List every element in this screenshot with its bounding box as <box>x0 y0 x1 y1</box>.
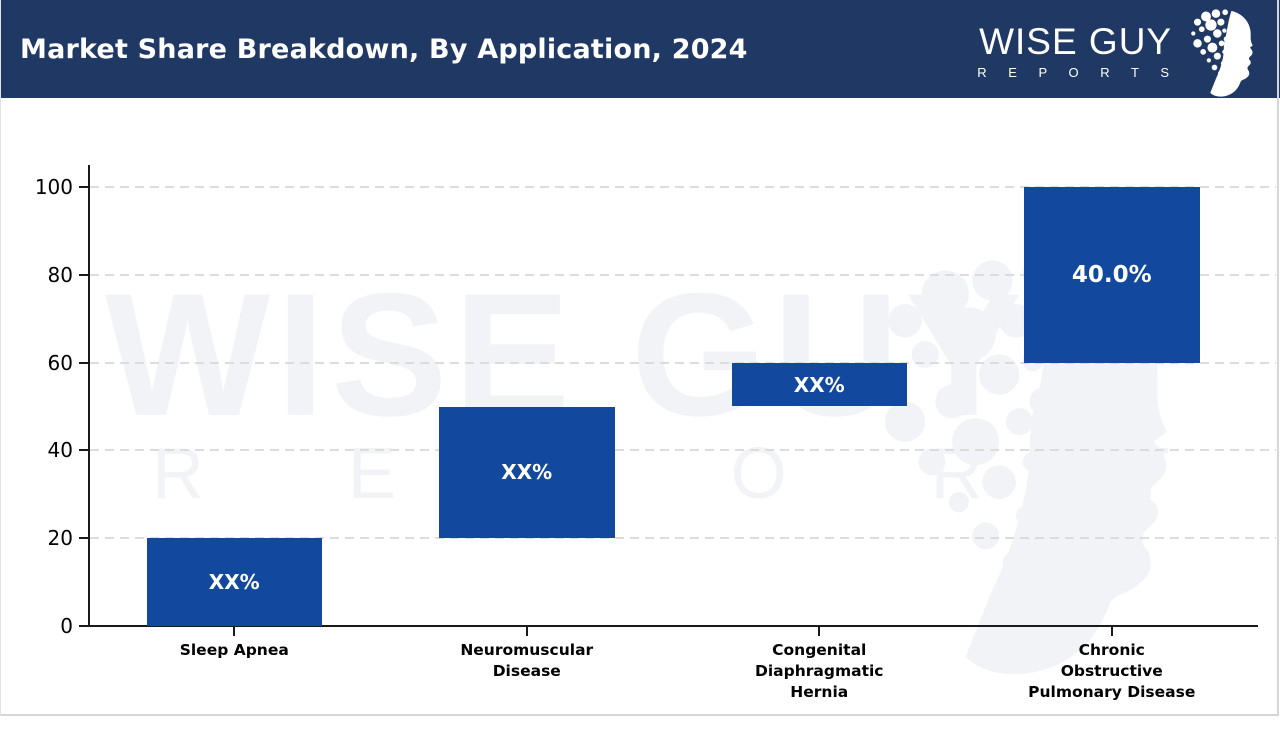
y-axis-tick <box>79 273 88 276</box>
bar-segment: XX% <box>731 362 907 407</box>
grid-line <box>90 273 1276 276</box>
y-axis-tick <box>79 186 88 188</box>
x-category-label: Neuromuscular Disease <box>460 641 594 680</box>
grid-line <box>90 537 1276 540</box>
brand-sub-wordmark: R E P O R T S <box>977 64 1178 80</box>
y-tick-label: 0 <box>60 614 73 638</box>
chart-title: Market Share Breakdown, By Application, … <box>20 33 748 65</box>
y-tick-label: 60 <box>47 350 73 375</box>
y-axis-tick <box>79 537 88 540</box>
y-axis-tick <box>79 361 88 364</box>
x-axis-spine <box>88 625 1258 627</box>
y-tick-label: 20 <box>47 526 73 551</box>
brand-logo-text: WISE GUY R E P O R T S <box>973 21 1178 80</box>
x-axis-tick <box>233 627 236 636</box>
x-axis-tick <box>818 627 821 636</box>
brand-face-icon <box>1191 9 1253 97</box>
y-axis-spine <box>88 165 90 627</box>
y-tick-label: 100 <box>34 175 73 199</box>
grid-line <box>90 361 1276 364</box>
x-axis-tick <box>1110 627 1113 636</box>
y-tick-label: 40 <box>47 438 73 463</box>
x-category-label: Congenital Diaphragmatic Hernia <box>755 641 884 701</box>
x-category-label: Chronic Obstructive Pulmonary Disease <box>1028 641 1196 701</box>
grid-line <box>90 449 1276 452</box>
grid-line <box>90 186 1276 188</box>
x-axis-tick <box>525 627 528 636</box>
x-category-label: Sleep Apnea <box>179 641 289 659</box>
brand-logo: WISE GUY R E P O R T S <box>977 6 1266 97</box>
bar-segment: XX% <box>439 406 615 539</box>
bar-value-label: XX% <box>208 570 260 595</box>
y-axis-tick <box>79 625 88 627</box>
bar-segment: XX% <box>146 538 322 626</box>
bar-segment: 40.0% <box>1024 187 1200 363</box>
y-axis-tick <box>79 449 88 452</box>
bar-value-label: 40.0% <box>1071 261 1152 288</box>
header-bar: Market Share Breakdown, By Application, … <box>0 0 1280 98</box>
bar-value-label: XX% <box>501 460 553 485</box>
y-tick-label: 80 <box>47 262 73 287</box>
brand-wordmark: WISE GUY <box>979 21 1173 62</box>
bar-value-label: XX% <box>793 372 845 397</box>
